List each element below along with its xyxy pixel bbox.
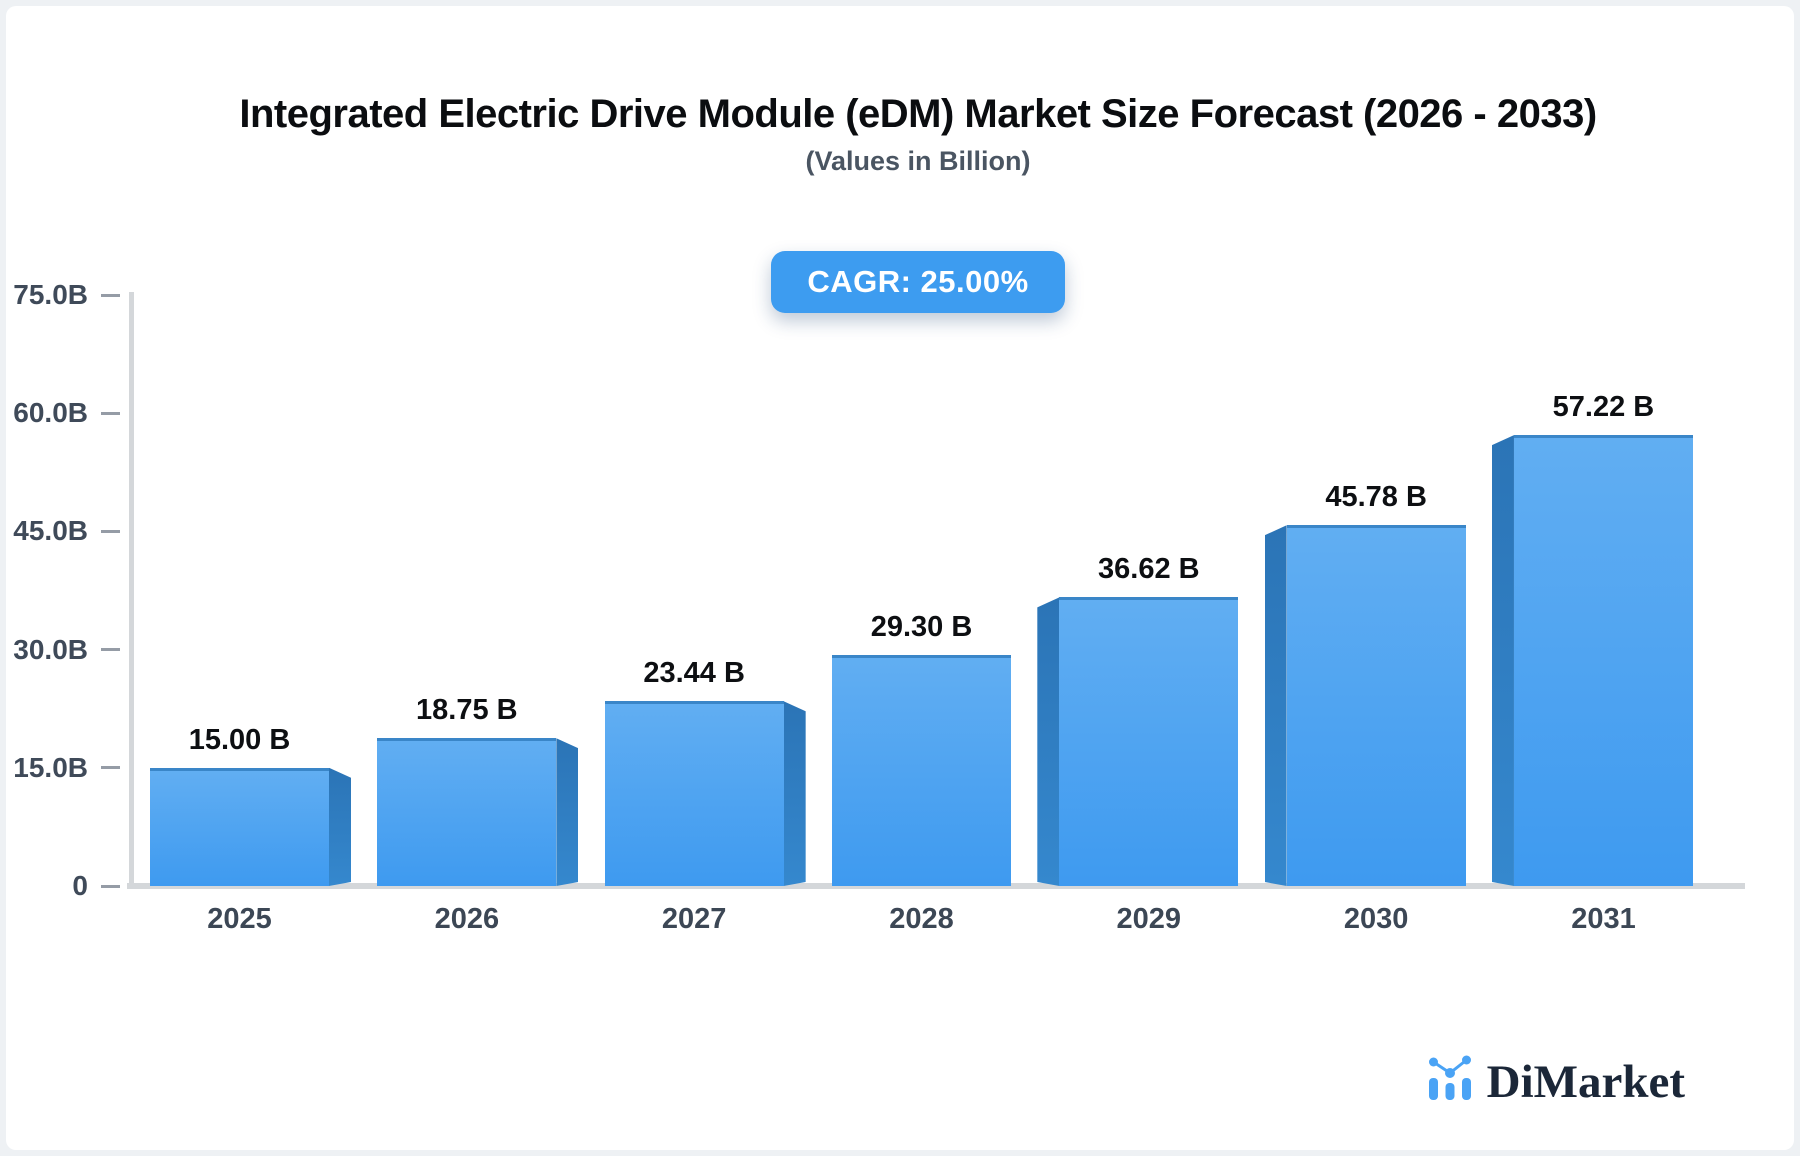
y-axis-line <box>129 292 134 887</box>
bar-2025 <box>150 767 329 886</box>
bar-value-label: 45.78 B <box>1325 481 1427 514</box>
bar-side-face <box>1037 597 1059 886</box>
bar-2027 <box>604 701 784 886</box>
cagr-badge-row: CAGR: 25.00% <box>18 251 1800 313</box>
bar-value-label: 57.22 B <box>1552 391 1655 424</box>
cagr-badge: CAGR: 25.00% <box>771 251 1065 313</box>
bar-value-label: 23.44 B <box>643 657 745 690</box>
x-axis-tick-label: 2028 <box>889 903 954 935</box>
bar-side-face <box>784 701 806 886</box>
bar-2030 <box>1286 525 1466 886</box>
chart-subtitle: (Values in Billion) <box>805 146 1031 176</box>
bar-2028 <box>831 655 1011 886</box>
bar-2026 <box>377 738 557 886</box>
logo-text: DiMarket <box>1486 1056 1685 1108</box>
bar-value-label: 36.62 B <box>1098 553 1200 586</box>
x-axis-tick-label: 2030 <box>1343 903 1409 935</box>
x-axis-line <box>127 883 1745 889</box>
x-axis-tick-label: 2031 <box>1571 903 1636 935</box>
y-axis-tick-mark <box>101 293 120 297</box>
bar-value-label: 18.75 B <box>416 694 518 727</box>
dimarket-logo: DiMarket <box>1423 1052 1685 1106</box>
y-axis-tick-label: 75.0B <box>13 279 88 310</box>
y-axis-tick-label: 45.0B <box>13 515 88 547</box>
bar-side-face <box>1492 435 1514 886</box>
y-axis-tick-label: 0 <box>72 870 88 901</box>
bar-side-face <box>1265 525 1287 886</box>
y-axis-tick-mark <box>101 411 120 415</box>
bar-2029 <box>1059 597 1239 886</box>
x-axis-tick-label: 2025 <box>207 903 272 935</box>
x-axis-tick-label: 2027 <box>661 903 727 935</box>
y-axis-tick-label: 15.0B <box>13 751 88 783</box>
y-axis-tick-mark <box>101 529 120 533</box>
y-axis-tick-mark <box>101 766 120 770</box>
bar-value-label: 15.00 B <box>188 723 291 756</box>
bar-side-face <box>329 768 351 886</box>
bar-value-label: 29.30 B <box>870 611 973 644</box>
y-axis-tick-mark <box>101 884 120 888</box>
y-axis-tick-label: 30.0B <box>13 633 88 665</box>
bar-2031 <box>1513 435 1693 886</box>
chart-title: Integrated Electric Drive Module (eDM) M… <box>239 92 1597 136</box>
bar-chart-icon <box>1428 1055 1471 1100</box>
x-axis-tick-label: 2029 <box>1116 903 1182 935</box>
y-axis-tick-label: 60.0B <box>13 397 88 429</box>
y-axis-tick-mark <box>101 648 120 652</box>
x-axis-tick-label: 2026 <box>434 903 500 935</box>
bar-side-face <box>556 738 578 886</box>
